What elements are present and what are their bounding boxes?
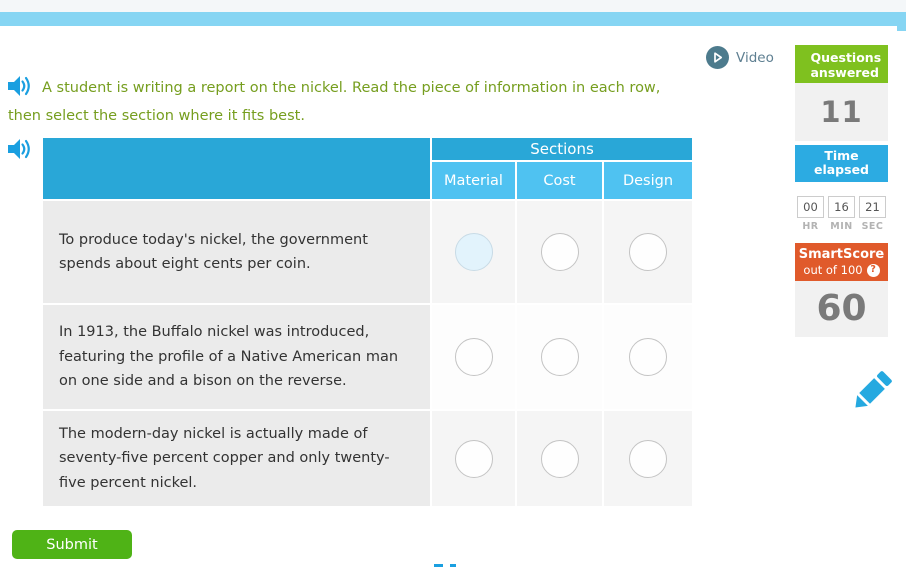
question-text: A student is writing a report on the nic… — [8, 80, 661, 124]
cell-row2-design — [604, 305, 692, 409]
radio-row2-design[interactable] — [629, 338, 667, 376]
speaker-icon[interactable] — [8, 76, 33, 104]
radio-row3-design[interactable] — [629, 439, 667, 478]
cell-row2-cost — [517, 305, 602, 409]
video-label: Video — [736, 49, 774, 66]
seconds-value: 21 — [859, 196, 886, 218]
cell-row1-cost — [517, 201, 602, 303]
time-hours: 00 HR — [797, 196, 824, 232]
cell-row1-material — [432, 201, 515, 303]
statement-row2: In 1913, the Buffalo nickel was introduc… — [43, 305, 430, 409]
questions-answered-header: Questions answered — [795, 45, 888, 86]
statement-row1: To produce today's nickel, the governmen… — [43, 201, 430, 303]
column-header-design: Design — [604, 162, 692, 199]
smartscore-header: SmartScore out of 100 ? — [795, 243, 888, 285]
top-strip — [0, 0, 906, 12]
top-bar-notch — [897, 26, 906, 31]
submit-button[interactable]: Submit — [12, 530, 132, 559]
cell-row3-design — [604, 411, 692, 506]
smartscore-subtitle: out of 100 — [803, 263, 863, 277]
video-link[interactable]: Video — [706, 46, 774, 69]
table-speaker-icon[interactable] — [8, 139, 33, 163]
cell-row2-material — [432, 305, 515, 409]
time-minutes: 16 MIN — [828, 196, 855, 232]
help-icon[interactable]: ? — [866, 263, 880, 277]
cutoff-element — [434, 564, 456, 567]
radio-row3-cost[interactable] — [540, 439, 579, 478]
column-header-cost: Cost — [517, 162, 602, 199]
video-play-icon[interactable] — [706, 46, 729, 69]
minutes-value: 16 — [828, 196, 855, 218]
cell-row3-material — [432, 411, 515, 506]
hours-value: 00 — [797, 196, 824, 218]
radio-row1-material[interactable] — [454, 233, 493, 271]
questions-answered-value: 11 — [795, 83, 888, 141]
statement-row3: The modern-day nickel is actually made o… — [43, 411, 430, 506]
pencil-icon[interactable] — [847, 368, 895, 420]
sections-table: Sections Material Cost Design To produce… — [43, 138, 692, 506]
time-seconds: 21 SEC — [859, 196, 886, 232]
radio-row3-material[interactable] — [454, 439, 493, 478]
time-elapsed-header: Time elapsed — [795, 145, 888, 182]
seconds-label: SEC — [861, 221, 884, 232]
radio-row1-cost[interactable] — [540, 233, 579, 271]
cell-row3-cost — [517, 411, 602, 506]
questions-answered-label: Questions answered — [810, 50, 882, 80]
time-elapsed-label: Time elapsed — [813, 148, 869, 177]
cell-row1-design — [604, 201, 692, 303]
top-bar — [0, 12, 906, 26]
radio-row1-design[interactable] — [629, 233, 667, 271]
radio-row2-material[interactable] — [454, 338, 493, 376]
column-header-material: Material — [432, 162, 515, 199]
radio-row2-cost[interactable] — [540, 338, 579, 376]
smartscore-value: 60 — [795, 281, 888, 337]
minutes-label: MIN — [830, 221, 853, 232]
sections-header: Sections — [432, 138, 692, 160]
smartscore-label: SmartScore — [798, 247, 885, 262]
question-prompt: A student is writing a report on the nic… — [8, 76, 672, 128]
time-elapsed-display: 00 HR 16 MIN 21 SEC — [795, 196, 888, 232]
hours-label: HR — [802, 221, 819, 232]
table-corner-cell — [43, 138, 430, 199]
